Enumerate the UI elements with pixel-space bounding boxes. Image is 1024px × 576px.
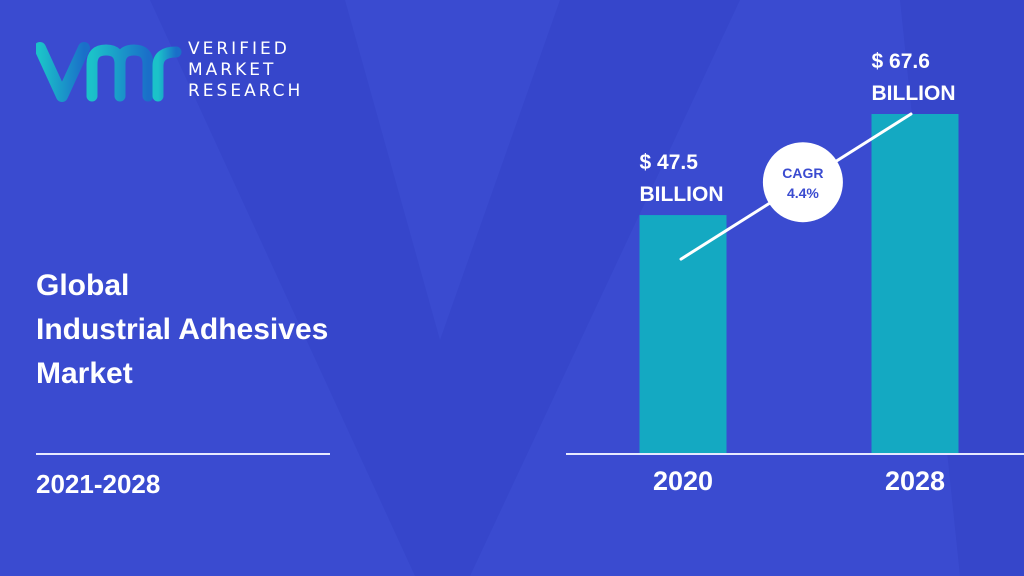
bars-group (639, 114, 959, 454)
market-size-chart: CAGR 4.4% $ 47.5 BILLION 2020 $ 67.6 BILLION… (566, 50, 1024, 496)
cagr-circle (762, 142, 843, 223)
cagr-badge: CAGR 4.4% (762, 142, 843, 223)
brand-line-3: RESEARCH (188, 81, 304, 101)
title-line-3: Market (36, 357, 133, 390)
title-line-1: Global (36, 269, 130, 302)
value-label-2020-line-2: BILLION (640, 183, 724, 206)
bar-2020 (639, 215, 727, 454)
brand-line-1: VERIFIED (188, 39, 290, 59)
value-label-2028-line-2: BILLION (872, 82, 956, 105)
brand-line-2: MARKET (188, 60, 277, 80)
title-divider (36, 453, 330, 455)
value-label-2028-line-1: $ 67.6 (872, 50, 930, 73)
category-label-2020: 2020 (653, 466, 713, 496)
page-title: Global Industrial Adhesives Market (36, 264, 328, 396)
labels-group: $ 47.5 BILLION 2020 $ 67.6 BILLION 2028 (640, 50, 956, 496)
brand-logo: VERIFIED MARKET RESEARCH (36, 38, 326, 108)
category-label-2028: 2028 (885, 466, 945, 496)
value-label-2020-line-1: $ 47.5 (640, 151, 699, 174)
forecast-period: 2021-2028 (36, 469, 161, 499)
background-v-shape (150, 0, 740, 576)
brand-name: VERIFIED MARKET RESEARCH (188, 39, 303, 102)
vmr-logo-icon (36, 42, 182, 102)
bar-2028 (871, 114, 959, 454)
cagr-value: 4.4% (787, 185, 819, 201)
title-line-2: Industrial Adhesives (36, 313, 329, 346)
cagr-label: CAGR (782, 165, 823, 181)
